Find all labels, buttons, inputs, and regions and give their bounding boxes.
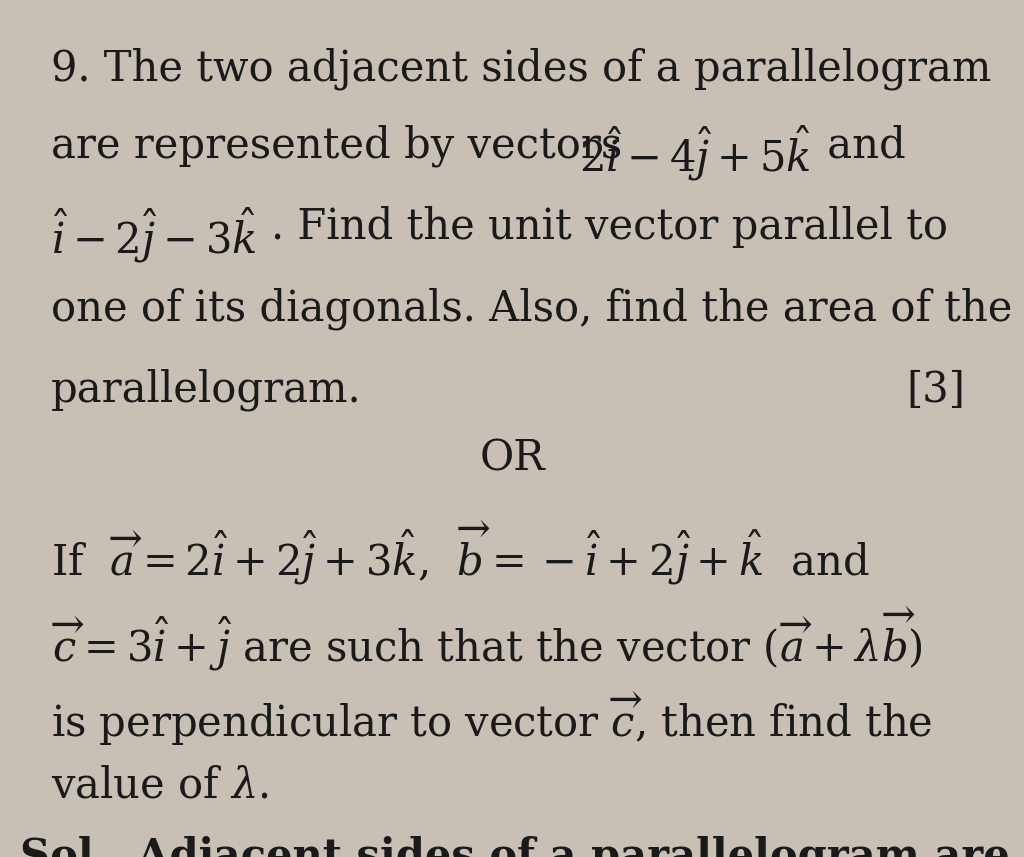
Text: value of $\lambda$.: value of $\lambda$.: [51, 764, 269, 806]
Text: parallelogram.: parallelogram.: [51, 369, 361, 411]
Text: one of its diagonals. Also, find the area of the: one of its diagonals. Also, find the are…: [51, 287, 1013, 330]
Text: is perpendicular to vector $\overrightarrow{c}$, then find the: is perpendicular to vector $\overrightar…: [51, 690, 933, 748]
Text: [3]: [3]: [906, 369, 966, 411]
Text: $2\hat{i}-4\hat{j}+5\hat{k}$: $2\hat{i}-4\hat{j}+5\hat{k}$: [579, 124, 810, 183]
Text: OR: OR: [479, 437, 545, 479]
Text: . Find the unit vector parallel to: . Find the unit vector parallel to: [271, 206, 948, 248]
Text: $\hat{i}-2\hat{j}-3\hat{k}$: $\hat{i}-2\hat{j}-3\hat{k}$: [51, 206, 257, 265]
Text: are represented by vectors: are represented by vectors: [51, 124, 649, 167]
Text: 9. The two adjacent sides of a parallelogram: 9. The two adjacent sides of a parallelo…: [51, 47, 991, 90]
Text: and: and: [814, 124, 906, 166]
Text: $\overrightarrow{c}=3\hat{i}+\hat{j}$ are such that the vector $(\overrightarrow: $\overrightarrow{c}=3\hat{i}+\hat{j}$ ar…: [51, 604, 923, 673]
Text: If  $\overrightarrow{a}=2\hat{i}+2\hat{j}+3\hat{k}$,  $\overrightarrow{b}=-\hat{: If $\overrightarrow{a}=2\hat{i}+2\hat{j}…: [51, 518, 869, 587]
Text: Sol.  Adjacent sides of a parallelogram are given as: Sol. Adjacent sides of a parallelogram a…: [20, 836, 1024, 857]
